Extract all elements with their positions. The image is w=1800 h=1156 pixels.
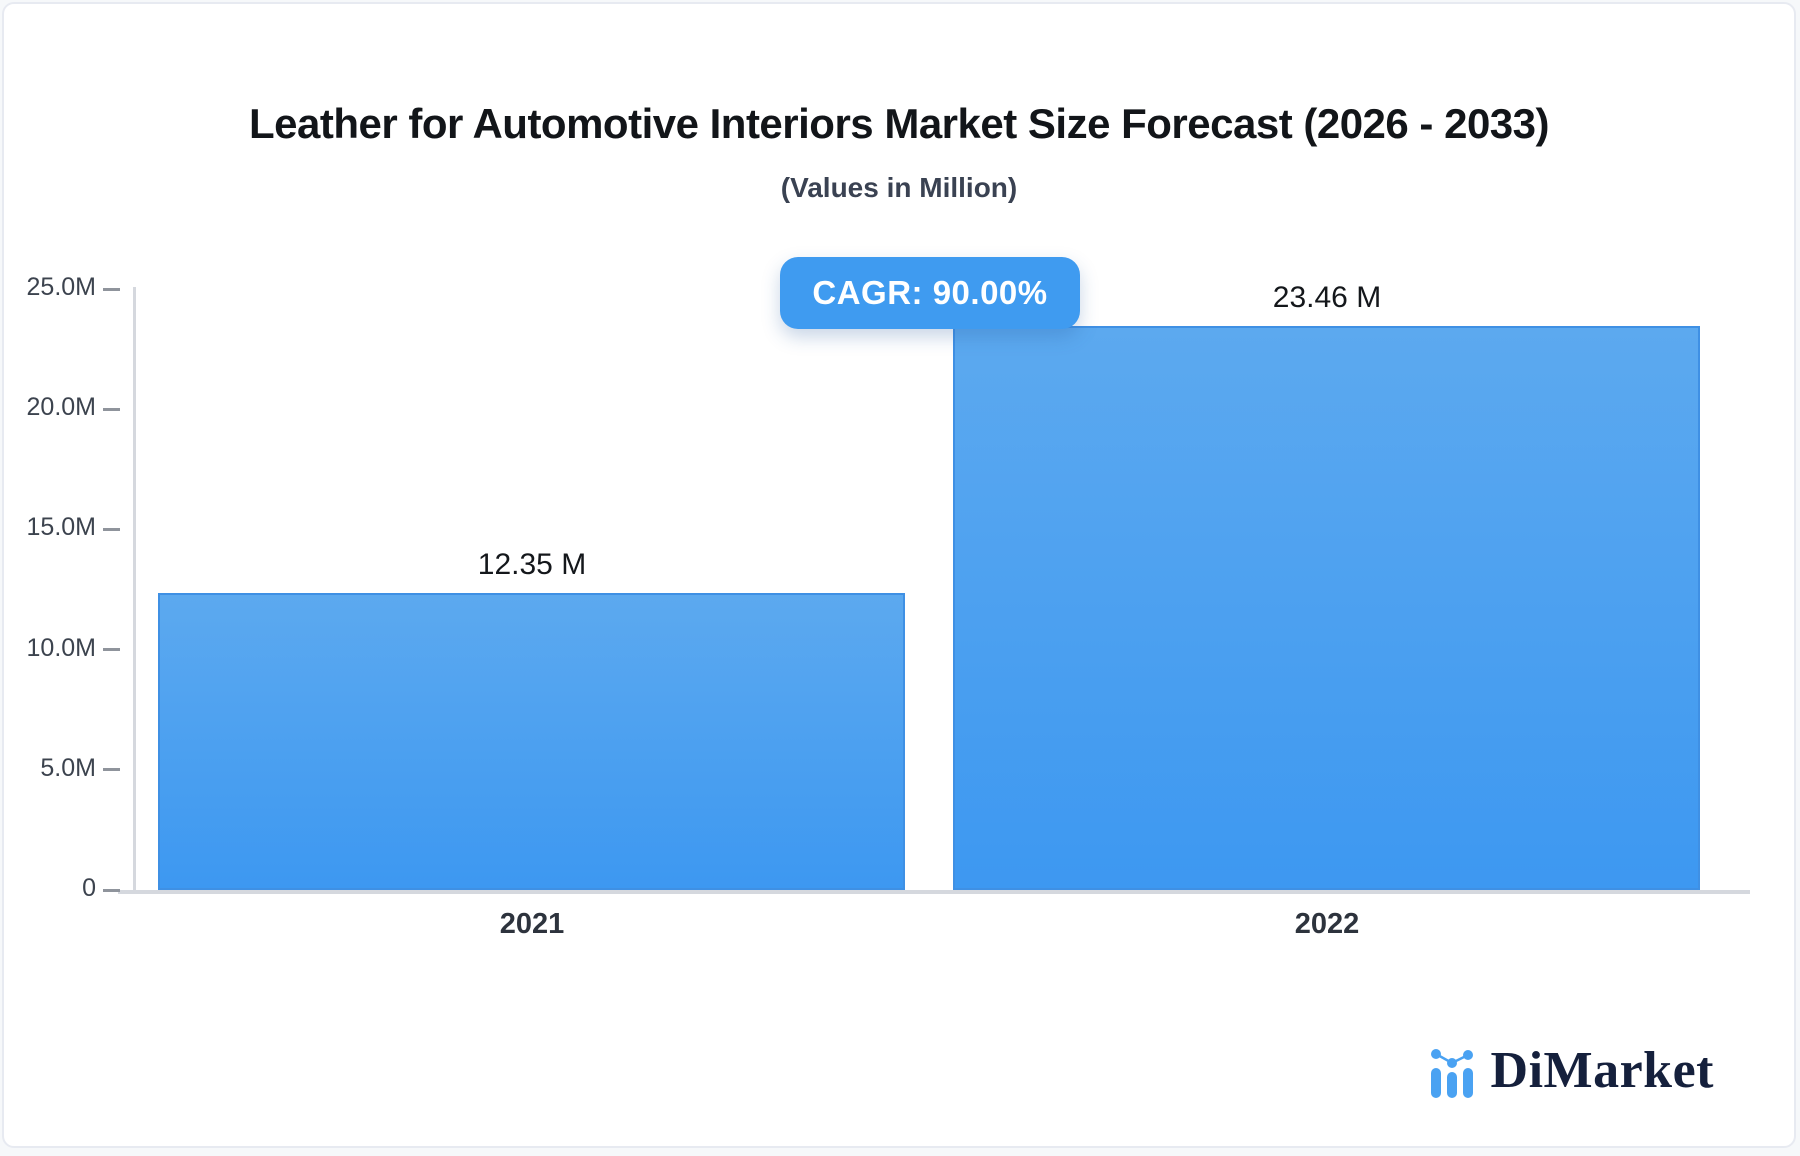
y-tick-mark xyxy=(103,287,120,291)
bar-value-label: 23.46 M xyxy=(1272,281,1382,314)
bar-value-label: 12.35 M xyxy=(477,548,587,581)
y-tick-mark xyxy=(103,768,120,772)
x-tick-label: 2021 xyxy=(499,908,565,940)
y-tick-label: 10.0M xyxy=(26,633,96,662)
bar-chart-plot-area: 0 5.0M 10.0M 15.0M 20.0M 25.0M 12.35 M 2021 23.4… xyxy=(4,4,1794,1146)
y-tick-mark xyxy=(103,407,120,411)
dimarket-logo-text: DiMarket xyxy=(1490,1042,1714,1099)
y-tick-mark xyxy=(103,888,120,892)
chart-subtitle: (Values in Million) xyxy=(780,172,1018,203)
y-tick-label: 0 xyxy=(82,874,96,902)
y-tick-label: 25.0M xyxy=(26,273,96,301)
bar-2021[interactable] xyxy=(158,593,905,890)
y-tick-label: 5.0M xyxy=(40,753,96,782)
cagr-badge-label: CAGR: 90.00% xyxy=(812,274,1048,311)
bar-2022[interactable] xyxy=(953,326,1700,890)
y-axis-line xyxy=(133,287,136,894)
y-tick-mark xyxy=(103,527,120,531)
chart-title: Leather for Automotive Interiors Market … xyxy=(248,100,1550,147)
cagr-badge: CAGR: 90.00% xyxy=(780,257,1080,329)
y-tick-label: 15.0M xyxy=(26,513,96,542)
bar-line-chart-icon xyxy=(1430,1049,1473,1098)
x-tick-label: 2022 xyxy=(1294,908,1360,940)
dimarket-logo: DiMarket xyxy=(1429,1044,1714,1098)
y-tick-label: 20.0M xyxy=(26,393,96,422)
x-axis-line xyxy=(118,890,1750,894)
y-tick-mark xyxy=(103,648,120,652)
